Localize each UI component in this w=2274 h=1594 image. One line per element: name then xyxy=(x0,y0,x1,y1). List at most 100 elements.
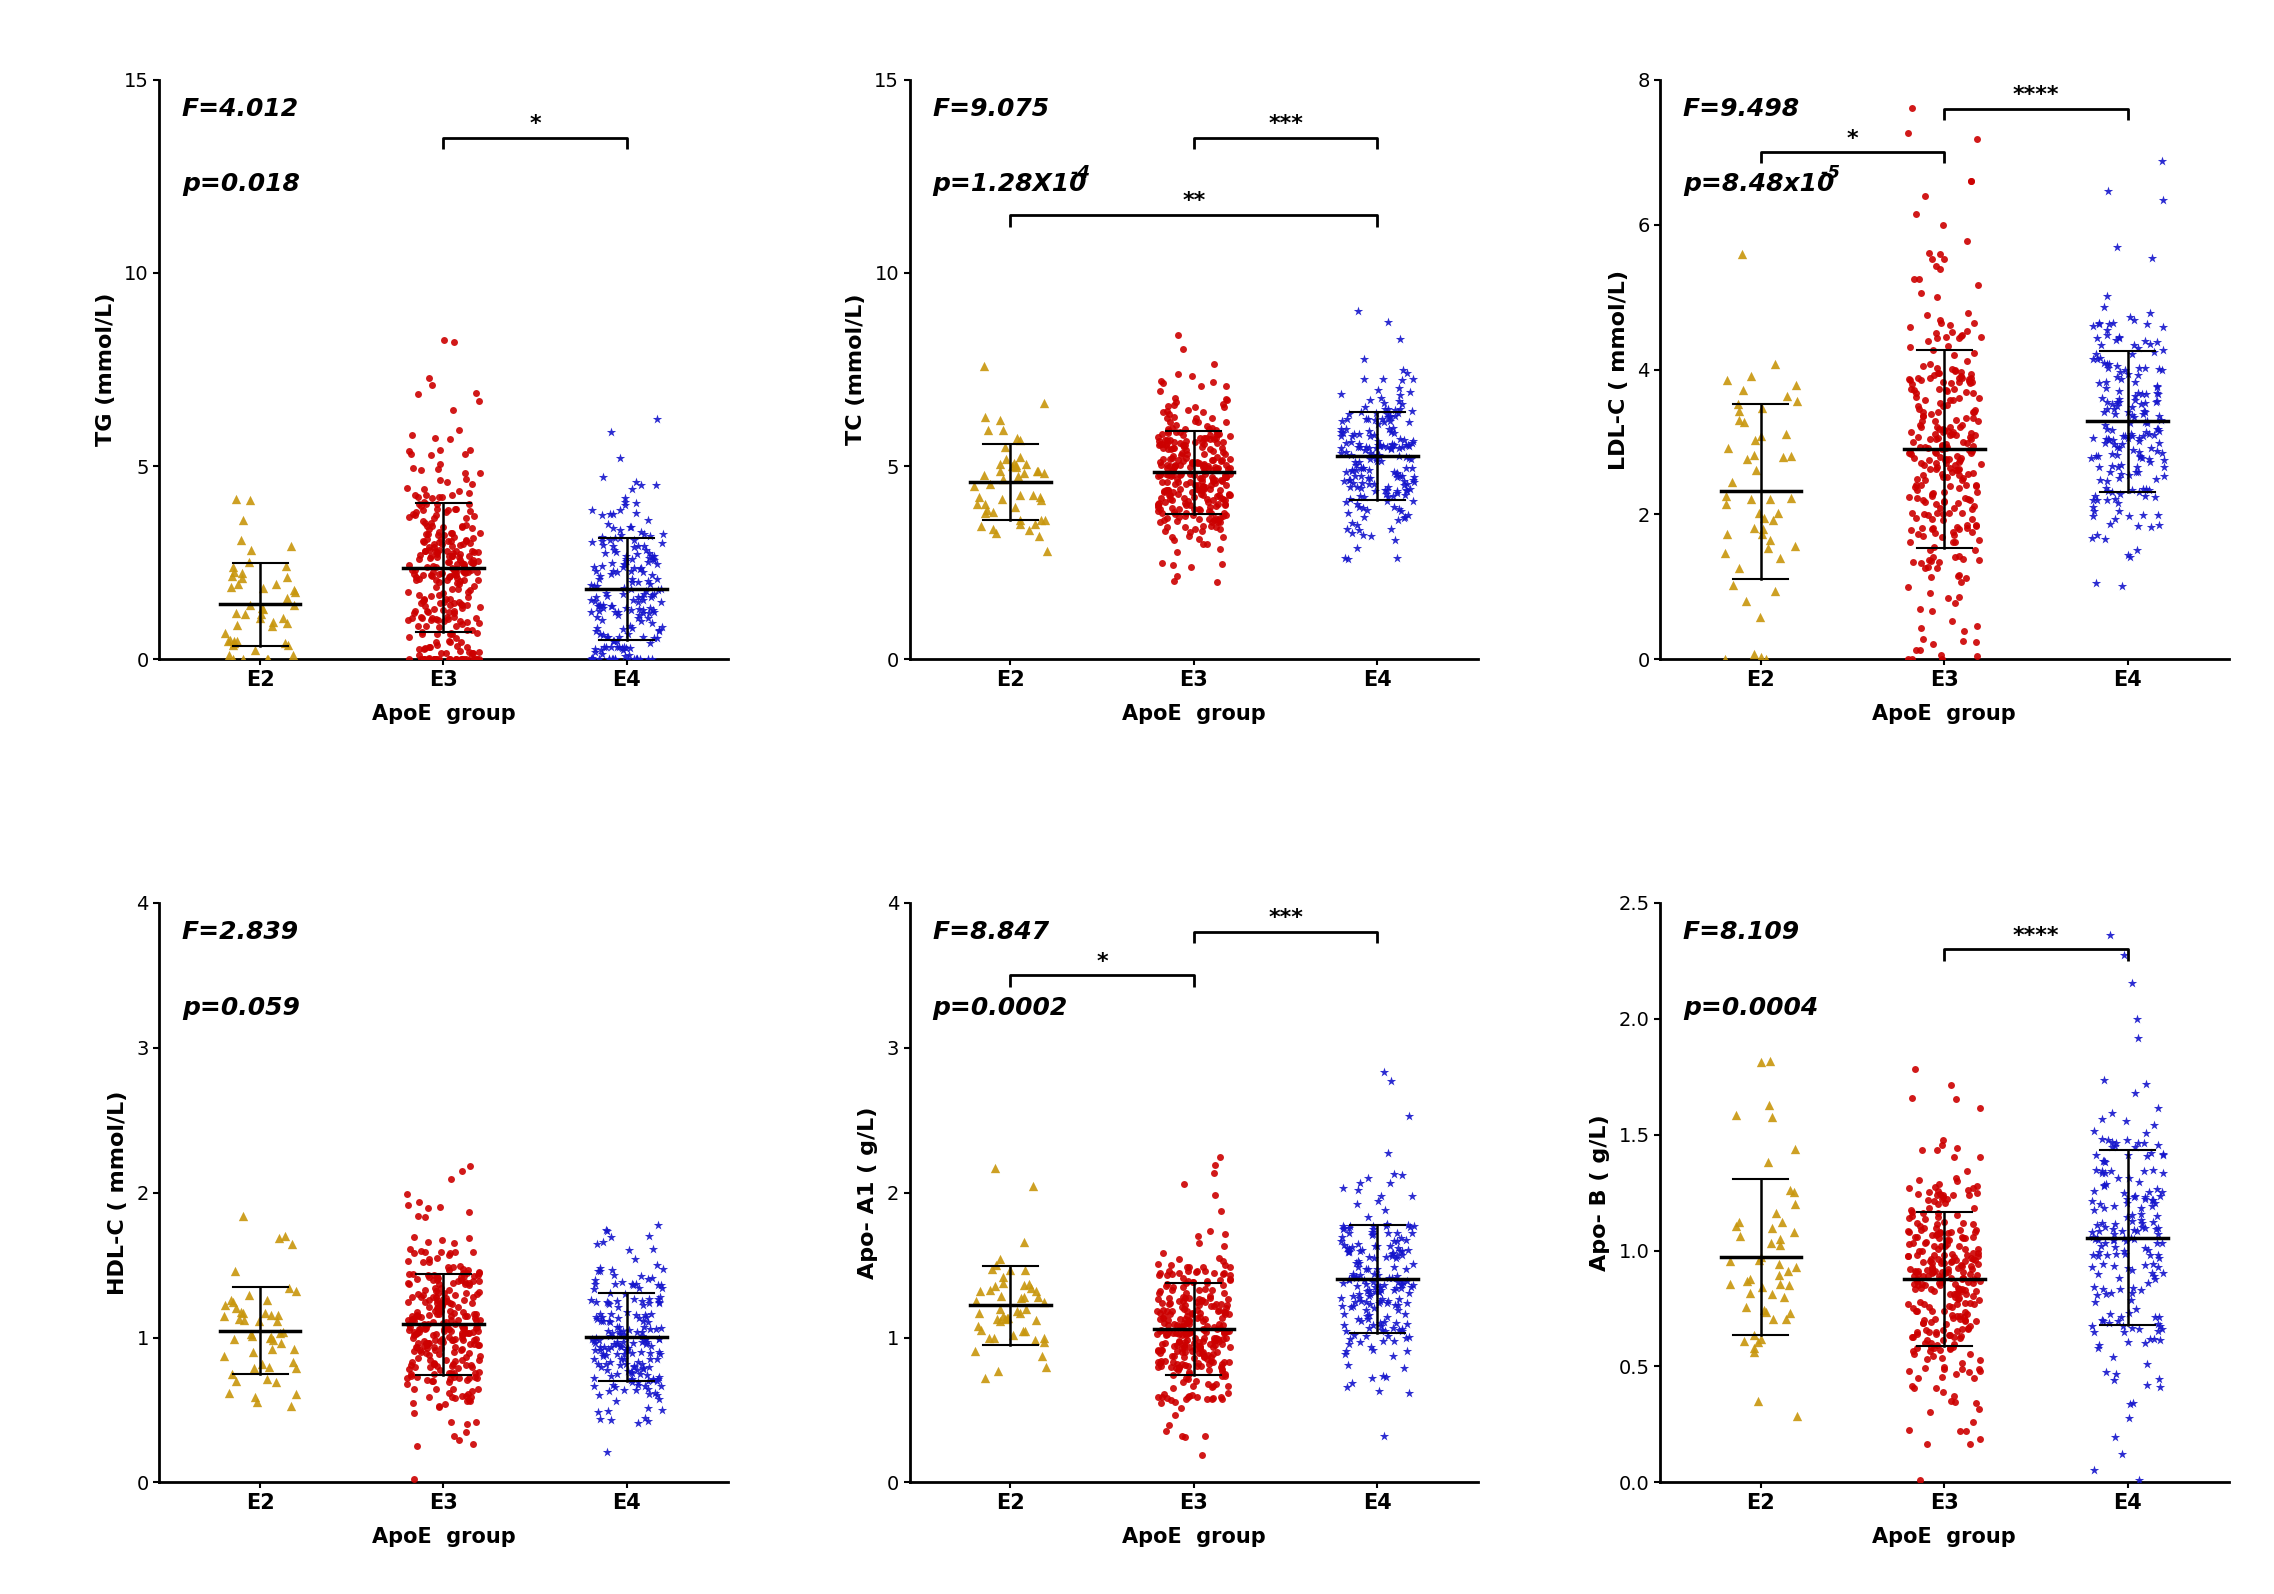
Point xyxy=(396,1320,432,1345)
Point xyxy=(1167,434,1203,459)
Point xyxy=(1330,1240,1367,1266)
Point xyxy=(1937,529,1974,555)
Point xyxy=(1360,442,1396,467)
Point xyxy=(2126,1159,2163,1184)
Point xyxy=(2090,486,2126,512)
Point xyxy=(2135,1188,2172,1213)
Point xyxy=(430,537,466,563)
Point xyxy=(418,1267,455,1293)
Point xyxy=(1944,1266,1981,1291)
Point xyxy=(1953,362,1990,387)
Point xyxy=(1890,1243,1926,1269)
Point xyxy=(619,1270,655,1296)
Point xyxy=(2094,427,2131,453)
Point xyxy=(275,642,312,668)
Point xyxy=(1196,1293,1233,1318)
Point xyxy=(459,539,496,564)
Point xyxy=(1178,1305,1214,1331)
Point xyxy=(1151,435,1187,461)
Point xyxy=(1949,1282,1985,1307)
Point xyxy=(1742,1326,1778,1352)
Point xyxy=(1778,1254,1815,1280)
Point xyxy=(402,590,439,615)
Point xyxy=(1351,1205,1387,1231)
Point xyxy=(255,609,291,634)
Point xyxy=(1196,507,1233,532)
Point xyxy=(2144,1160,2181,1186)
Point xyxy=(1380,1243,1417,1269)
Point xyxy=(1935,1384,1972,1409)
Point xyxy=(1933,459,1969,485)
Point xyxy=(446,552,482,577)
Point xyxy=(1935,1144,1972,1170)
Point xyxy=(2103,430,2140,456)
Point xyxy=(1901,413,1937,438)
Point xyxy=(1924,1318,1960,1344)
Point xyxy=(223,566,259,591)
Point xyxy=(1342,1170,1378,1196)
Point xyxy=(1762,1226,1799,1251)
Point xyxy=(1717,1101,1753,1127)
Point xyxy=(1194,416,1230,442)
Point xyxy=(1903,615,1940,641)
Point xyxy=(2074,1242,2110,1267)
Point xyxy=(418,1278,455,1304)
Point xyxy=(409,1229,446,1254)
Point xyxy=(434,520,471,545)
Point xyxy=(393,1352,430,1377)
Point xyxy=(1712,1270,1749,1296)
Point xyxy=(1194,467,1230,493)
Point xyxy=(1196,1334,1233,1360)
Point xyxy=(1351,465,1387,491)
Point xyxy=(1369,434,1405,459)
Point xyxy=(1935,376,1972,402)
Point xyxy=(2076,1290,2113,1315)
Point xyxy=(1935,1294,1972,1320)
Point xyxy=(1326,421,1362,446)
Point xyxy=(1373,1240,1410,1266)
Point xyxy=(2099,443,2135,469)
Point xyxy=(1155,1277,1192,1302)
Point xyxy=(1169,1353,1205,1379)
Point xyxy=(589,512,625,537)
Point xyxy=(1960,614,1997,639)
Point xyxy=(1142,1261,1178,1286)
Point xyxy=(421,1280,457,1305)
Point xyxy=(2103,453,2140,478)
Point xyxy=(2115,1258,2151,1283)
Point xyxy=(2124,381,2160,406)
Point xyxy=(2085,1148,2122,1173)
Point xyxy=(982,1283,1019,1309)
Point xyxy=(430,470,466,496)
Point xyxy=(448,1419,484,1444)
Point xyxy=(1148,478,1185,504)
Point xyxy=(1892,314,1928,340)
Point xyxy=(1937,544,1974,569)
Point xyxy=(1362,386,1399,411)
Point xyxy=(1144,501,1180,526)
Point xyxy=(1178,1385,1214,1411)
Point xyxy=(453,1154,489,1180)
Point xyxy=(2110,426,2147,451)
Point xyxy=(425,513,462,539)
Point xyxy=(448,646,484,671)
Point xyxy=(437,1282,473,1307)
Point xyxy=(1897,1376,1933,1401)
Point xyxy=(634,1235,671,1261)
Point xyxy=(1005,459,1041,485)
Point xyxy=(2106,1320,2142,1345)
Point xyxy=(1194,1349,1230,1374)
Point xyxy=(1176,450,1212,475)
Text: p=8.48x10: p=8.48x10 xyxy=(1683,172,1835,196)
Point xyxy=(2115,1184,2151,1210)
Point xyxy=(455,617,491,642)
Point xyxy=(412,1355,448,1380)
Text: ***: *** xyxy=(1269,909,1303,928)
Point xyxy=(2140,1312,2176,1337)
Point xyxy=(1392,1280,1428,1305)
Point xyxy=(607,489,644,515)
Point xyxy=(1212,446,1248,472)
Point xyxy=(418,1296,455,1321)
Point xyxy=(1383,1272,1419,1298)
Point xyxy=(1162,1305,1198,1331)
